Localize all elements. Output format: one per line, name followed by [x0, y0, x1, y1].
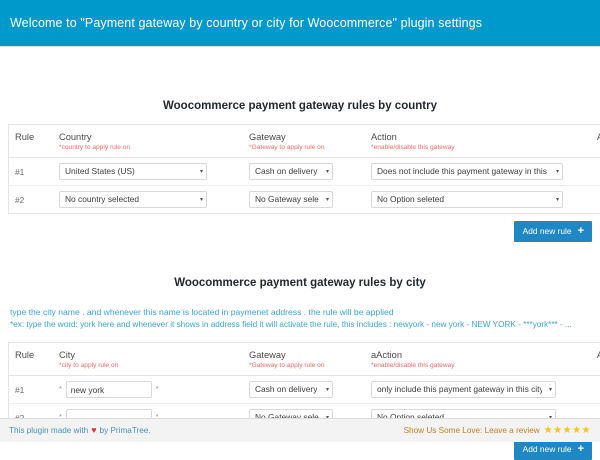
city-header-city-label: City — [59, 350, 237, 360]
heart-icon: ♥ — [91, 426, 96, 435]
country-header-action-label: Action — [371, 132, 576, 142]
country-header-country-sub: *country to apply rule on — [59, 144, 237, 151]
footer-bar: This plugin made with ♥ by PrimaTree. Sh… — [0, 418, 600, 442]
table-row: #1 * * Cash on delivery ▾ — [9, 376, 600, 404]
city-row1-active-cell: save — [582, 376, 600, 404]
action-select-2[interactable]: No Option seleted — [371, 191, 563, 208]
city-header-gateway-label: Gateway — [249, 350, 359, 360]
footer-review-text[interactable]: Show Us Some Love: Leave a review — [404, 426, 540, 435]
city-gateway-select-1[interactable]: Cash on delivery — [249, 381, 333, 398]
city-header-gateway: Gateway *Gateway to apply rule on — [243, 343, 365, 376]
action-select-wrap-2: No Option seleted ▾ — [371, 191, 563, 208]
gateway-select-1[interactable]: Cash on delivery — [249, 163, 333, 180]
city-header-city: City *city to apply rule on — [53, 343, 243, 376]
country-row1-rule-cell: #1 — [9, 158, 54, 186]
country-row2-country-cell: No country selected ▾ — [53, 186, 243, 214]
city-row1-rule-cell: #1 — [9, 376, 54, 404]
city-input-group-1: * * — [59, 381, 237, 398]
footer-credit: This plugin made with ♥ by PrimaTree. — [9, 426, 151, 435]
gateway-select-wrap-2: No Gateway selected ▾ — [249, 191, 333, 208]
country-header-gateway-label: Gateway — [249, 132, 359, 142]
gateway-select-wrap-1: Cash on delivery ▾ — [249, 163, 333, 180]
city-star-left-1: * — [59, 386, 62, 393]
city-header-city-sub: *city to apply rule on — [59, 362, 237, 369]
country-select-1[interactable]: United States (US) — [59, 163, 207, 180]
plus-icon: + — [578, 444, 584, 455]
star-rating-icon[interactable]: ★★★★★ — [544, 426, 591, 436]
add-new-rule-label-city: Add new rule — [523, 445, 572, 453]
country-header-country-label: Country — [59, 132, 237, 142]
country-rules-table: Rule Country *country to apply rule on G… — [8, 124, 600, 214]
city-hint-line-1: type the city name . and whenever this n… — [10, 306, 592, 319]
country-row1-action-cell: Does not include this payment gateway in… — [365, 158, 582, 186]
city-header-active: Active/disable — [582, 343, 600, 376]
add-new-rule-button-country[interactable]: Add new rule + — [514, 221, 592, 242]
country-row2-gateway-cell: No Gateway selected ▾ — [243, 186, 365, 214]
city-hint-line-2: *ex: type the word: york here and whenev… — [10, 319, 592, 332]
city-row1-gateway-cell: Cash on delivery ▾ — [243, 376, 365, 404]
country-header-country: Country *country to apply rule on — [53, 125, 243, 158]
city-header-rule: Rule — [9, 343, 54, 376]
city-input-1[interactable] — [66, 381, 152, 398]
add-new-rule-label-country: Add new rule — [523, 227, 572, 235]
country-header-active: Active/disable — [582, 125, 600, 158]
country-section-title: Woocommerce payment gateway rules by cou… — [8, 99, 592, 112]
country-select-2[interactable]: No country selected — [59, 191, 207, 208]
country-header-gateway-sub: *Gateway to apply rule on — [249, 144, 359, 151]
footer-credit-prefix: This plugin made with — [9, 426, 88, 435]
city-table-head: Rule City *city to apply rule on Gateway… — [9, 343, 600, 376]
city-row1-city-cell: * * — [53, 376, 243, 404]
table-row: #1 United States (US) ▾ Cash on delivery — [9, 158, 600, 186]
country-row1-gateway-cell: Cash on delivery ▾ — [243, 158, 365, 186]
city-action-select-wrap-1: only include this payment gateway in thi… — [371, 381, 556, 398]
city-section-title: Woocommerce payment gateway rules by cit… — [8, 276, 592, 289]
country-row1-active-cell: save — [582, 158, 600, 186]
table-row: #2 No country selected ▾ No Gateway sele… — [9, 186, 600, 214]
country-header-action-sub: *enable/disable this gateway — [371, 144, 576, 151]
action-select-1[interactable]: Does not include this payment gateway in… — [371, 163, 563, 180]
city-gateway-select-wrap-1: Cash on delivery ▾ — [249, 381, 333, 398]
city-add-row: Add new rule + — [8, 439, 592, 460]
city-header-row: Rule City *city to apply rule on Gateway… — [9, 343, 600, 376]
country-add-row: Add new rule + — [8, 221, 592, 242]
city-hint-block: type the city name . and whenever this n… — [8, 306, 592, 332]
country-select-wrap-2: No country selected ▾ — [59, 191, 207, 208]
welcome-banner-title: Welcome to "Payment gateway by country o… — [10, 16, 482, 30]
country-row2-controls: save — [588, 192, 600, 207]
plus-icon: + — [578, 226, 584, 237]
country-row2-action-cell: No Option seleted ▾ — [365, 186, 582, 214]
city-header-action-label: aAction — [371, 350, 576, 360]
country-row1-rule-number: #1 — [15, 167, 24, 177]
city-header-action-sub: *enable/disable this gateway — [371, 362, 576, 369]
city-star-right-1: * — [156, 386, 159, 393]
gateway-select-2[interactable]: No Gateway selected — [249, 191, 333, 208]
country-header-action: Action *enable/disable this gateway — [365, 125, 582, 158]
city-action-select-1[interactable]: only include this payment gateway in thi… — [371, 381, 556, 398]
country-row2-rule-cell: #2 — [9, 186, 54, 214]
country-row1-controls: save — [588, 164, 600, 179]
country-table-body: #1 United States (US) ▾ Cash on delivery — [9, 158, 600, 214]
city-row1-controls: save — [588, 382, 600, 397]
country-table-head: Rule Country *country to apply rule on G… — [9, 125, 600, 158]
action-select-wrap-1: Does not include this payment gateway in… — [371, 163, 563, 180]
country-header-row: Rule Country *country to apply rule on G… — [9, 125, 600, 158]
footer-review[interactable]: Show Us Some Love: Leave a review ★★★★★ — [404, 426, 591, 436]
country-header-rule: Rule — [9, 125, 54, 158]
country-row2-rule-number: #2 — [15, 195, 24, 205]
city-header-rule-label: Rule — [15, 350, 47, 360]
city-row1-action-cell: only include this payment gateway in thi… — [365, 376, 582, 404]
country-header-gateway: Gateway *Gateway to apply rule on — [243, 125, 365, 158]
country-select-wrap-1: United States (US) ▾ — [59, 163, 207, 180]
country-row1-country-cell: United States (US) ▾ — [53, 158, 243, 186]
country-header-rule-label: Rule — [15, 132, 47, 142]
city-row1-rule-number: #1 — [15, 385, 24, 395]
city-header-gateway-sub: *Gateway to apply rule on — [249, 362, 359, 369]
city-header-action: aAction *enable/disable this gateway — [365, 343, 582, 376]
country-row2-active-cell: save — [582, 186, 600, 214]
welcome-banner: Welcome to "Payment gateway by country o… — [0, 0, 600, 47]
page-content: Woocommerce payment gateway rules by cou… — [0, 99, 600, 460]
add-new-rule-button-city[interactable]: Add new rule + — [514, 439, 592, 460]
footer-credit-suffix: by PrimaTree. — [100, 426, 151, 435]
